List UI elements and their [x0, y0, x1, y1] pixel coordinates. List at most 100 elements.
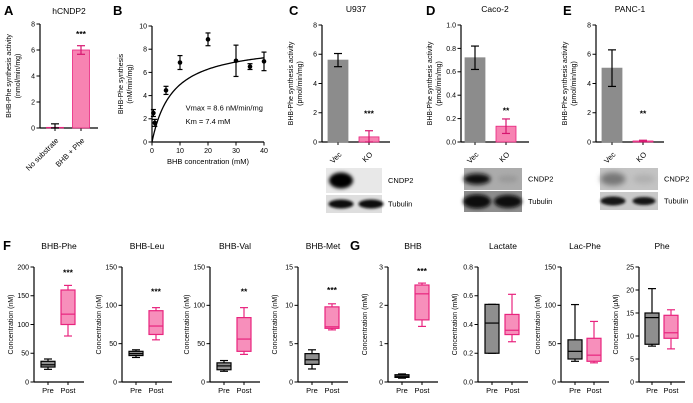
y-tick-label: 50	[109, 341, 117, 348]
x-category-label: KO	[360, 150, 374, 164]
y-tick-label: 0.6	[446, 69, 456, 76]
y-tick-label: 5	[630, 356, 634, 363]
y-tick-label: 0.6	[463, 293, 473, 300]
y-axis-label: Concentration (mM)	[362, 294, 369, 356]
data-point	[205, 37, 211, 42]
y-tick-label: 6	[313, 52, 317, 59]
significance-marker: ***	[76, 29, 87, 39]
y-tick-label: 6	[143, 70, 147, 77]
fit-curve	[151, 57, 265, 143]
box-post	[586, 337, 602, 362]
y-tick-label: 2	[313, 110, 317, 117]
y-axis-label: Concentration (µM)	[613, 294, 620, 354]
panel-letter-b: B	[113, 3, 123, 18]
blot-band	[328, 199, 354, 209]
box-pre	[484, 303, 500, 354]
panel-title: PANC-1	[615, 4, 646, 14]
x-group-label: Post	[324, 386, 340, 395]
y-tick-label: 0.0	[446, 139, 456, 146]
blot-label-tubulin: Tubulin	[664, 197, 688, 206]
x-group-label: Post	[414, 386, 430, 395]
blot-band	[329, 172, 353, 189]
y-axis-label: Concentration (nM)	[272, 295, 279, 355]
box-post	[236, 316, 252, 352]
panel-f2-chart: 0 50 100 150 Concentration (nM) BHB-Leu Pre ***…	[96, 241, 172, 395]
panel-title: BHB-Met	[306, 241, 341, 251]
blot-band	[498, 175, 518, 183]
y-tick-label: 0.8	[463, 264, 473, 271]
panel-letter-e: E	[563, 3, 572, 18]
y-tick-label: 0.8	[446, 46, 456, 53]
blot-band	[632, 197, 656, 205]
x-tick-label: 20	[204, 148, 212, 155]
y-tick-label: 0.4	[446, 93, 456, 100]
x-axis-label: BHB concentration (mM)	[167, 157, 250, 166]
x-tick-label: 10	[176, 148, 184, 155]
y-tick-label: 10	[139, 23, 147, 30]
box-pre	[644, 312, 660, 345]
y-tick-label: 0.2	[446, 116, 456, 123]
y-tick-label: 5	[289, 341, 293, 348]
x-group-label: Pre	[569, 386, 581, 395]
fit-annotation: Km = 7.4 mM	[186, 117, 231, 126]
blot-label-tubulin: Tubulin	[528, 197, 552, 206]
bar-vec	[327, 59, 349, 143]
y-axis-label: BHB-Phe synthesis activity	[288, 41, 295, 125]
y-tick-label: 50	[548, 341, 556, 348]
significance-marker: ***	[327, 285, 338, 295]
y-tick-label: 0.0	[463, 379, 473, 386]
y-tick-label: 0	[552, 379, 556, 386]
blot-label-cndp2: CNDP2	[664, 175, 689, 184]
x-category-label: KO	[497, 150, 511, 164]
y-axis-label: (nM/min/mg)	[127, 64, 134, 103]
x-tick-label: 0	[150, 148, 154, 155]
panel-g3-chart: 0 50 100 150 Concentration (nM) Lac-Phe Pre Pos…	[535, 241, 609, 395]
y-axis-label: BHB-Phe synthesis	[118, 53, 125, 114]
y-tick-label: 2	[379, 303, 383, 310]
y-tick-label: 3	[379, 264, 383, 271]
blot-band	[494, 195, 522, 208]
panel-g1-chart: 0 1 2 3 Concentration (mM) BHB Pre *** Post	[362, 241, 438, 395]
y-axis-label: BHB-Phe synthesis activity	[6, 34, 13, 118]
data-point	[151, 110, 156, 116]
x-group-label: Post	[148, 386, 164, 395]
box-post	[504, 313, 520, 336]
x-group-label: Pre	[218, 386, 230, 395]
panel-title: Caco-2	[481, 4, 509, 14]
y-tick-label: 15	[626, 310, 634, 317]
y-tick-label: 10	[285, 303, 293, 310]
significance-marker: **	[640, 108, 647, 118]
x-category-label: No substrate	[24, 136, 60, 172]
x-category-label: KO	[634, 150, 648, 164]
y-tick-label: 150	[105, 264, 117, 271]
box-post	[60, 289, 76, 326]
y-tick-label: 0	[201, 379, 205, 386]
panel-title: BHB-Phe	[41, 241, 77, 251]
panel-letter-c: C	[289, 3, 299, 18]
y-axis-label: BHB-Phe synthesis activity	[427, 41, 434, 125]
y-tick-label: 0	[379, 379, 383, 386]
y-tick-label: 150	[17, 293, 29, 300]
y-tick-label: 2	[587, 110, 591, 117]
box-pre	[567, 339, 583, 360]
panel-title: BHB-Leu	[130, 241, 165, 251]
x-tick-label: 40	[260, 148, 268, 155]
y-tick-label: 8	[587, 22, 591, 29]
data-point	[261, 59, 267, 64]
significance-marker: **	[503, 105, 510, 115]
panel-title: Lactate	[489, 241, 517, 251]
y-tick-label: 6	[31, 47, 35, 54]
x-group-label: Pre	[396, 386, 408, 395]
panel-e-chart: 0 2 4 6 8 BHB-Phe synthesis activity (pmol/min…	[562, 4, 664, 165]
panel-title: hCNDP2	[52, 6, 86, 16]
x-tick-label: 30	[232, 148, 240, 155]
y-tick-label: 0	[313, 139, 317, 146]
data-point	[152, 120, 158, 126]
data-point	[247, 64, 253, 69]
panel-letter-d: D	[426, 3, 436, 18]
y-axis-label: Concentration (mM)	[452, 294, 459, 356]
x-group-label: Post	[504, 386, 520, 395]
y-tick-label: 0	[25, 379, 29, 386]
blot-strip	[600, 192, 658, 210]
